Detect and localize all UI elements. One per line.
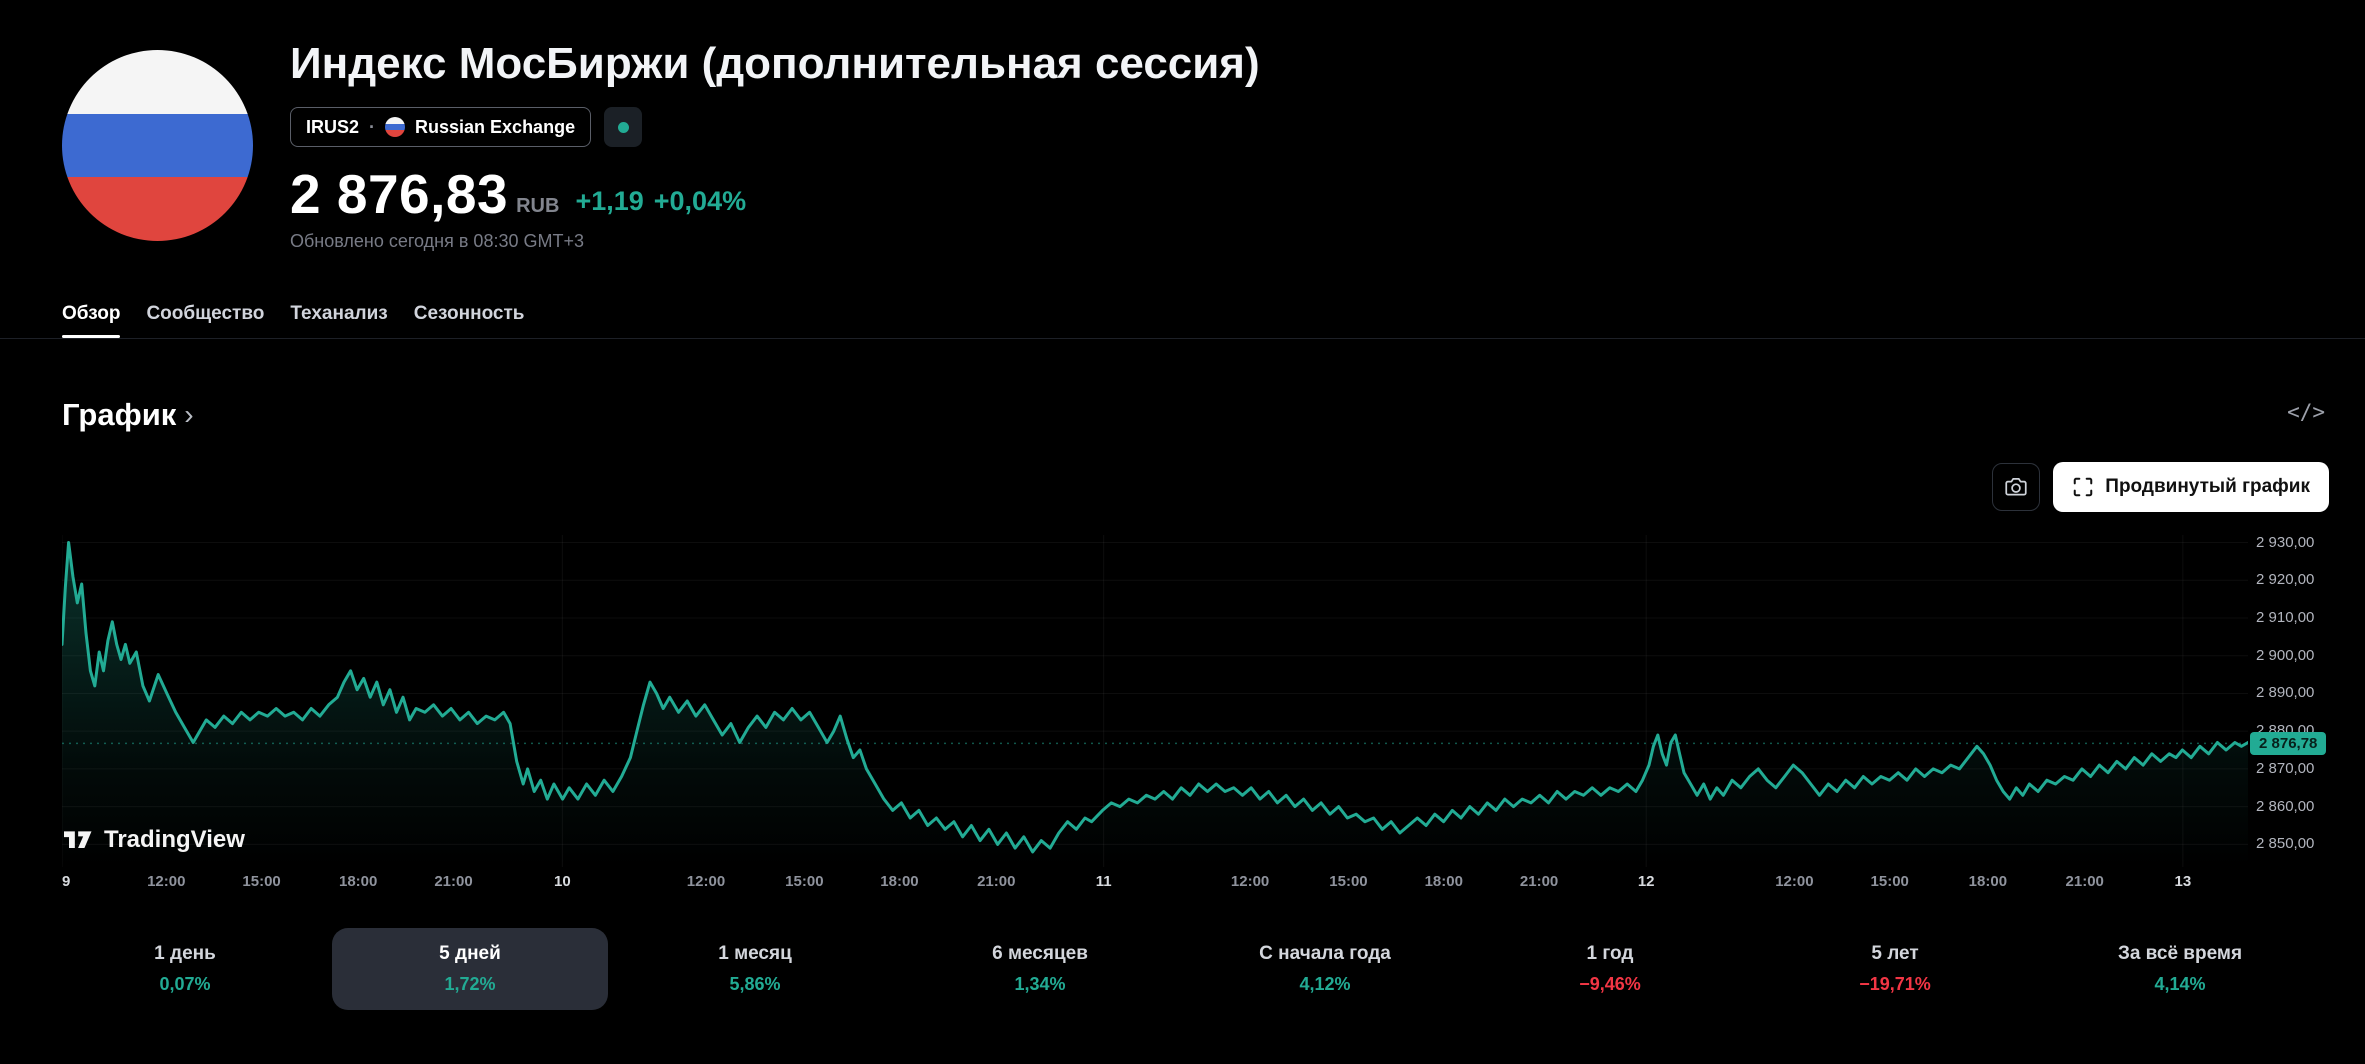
chart-section-link[interactable]: График ›	[62, 397, 194, 433]
time-scale-label: 18:00	[880, 873, 919, 890]
time-scale-label: 12:00	[147, 873, 186, 890]
tradingview-watermark-text: TradingView	[104, 826, 245, 853]
camera-icon	[2005, 478, 2027, 496]
flag-stripe-white	[62, 50, 253, 114]
flag-stripe-blue	[62, 113, 253, 178]
date-range-selector: 1 день 0,07% 5 дней 1,72% 1 месяц 5,86% …	[0, 928, 2365, 1010]
time-scale-label: 15:00	[785, 873, 824, 890]
time-scale-label: 21:00	[2065, 873, 2104, 890]
tab-technicals[interactable]: Теханализ	[290, 303, 388, 324]
period-1-day[interactable]: 1 день 0,07%	[47, 928, 323, 1010]
fullscreen-corners-icon	[2074, 477, 2093, 497]
time-scale-label: 10	[554, 873, 571, 890]
russia-flag-icon	[385, 117, 406, 137]
time-scale-label: 18:00	[339, 873, 378, 890]
time-scale-label: 21:00	[434, 873, 473, 890]
chart-toolbar: Продвинутый график	[1992, 462, 2329, 512]
period-5-days[interactable]: 5 дней 1,72%	[332, 928, 608, 1010]
time-scale-label: 18:00	[1968, 873, 2008, 890]
currency-label: RUB	[516, 195, 560, 217]
flag-stripe-red	[62, 177, 253, 241]
price-change: +1,19 +0,04%	[575, 186, 746, 222]
symbol-badge[interactable]: IRUS2 · Russian Exchange	[290, 107, 592, 147]
period-all-time[interactable]: За всё время 4,14%	[2042, 928, 2318, 1010]
price-scale-label: 2 900,00	[2256, 646, 2315, 664]
chart-section-title: График	[62, 397, 177, 432]
current-price: 2 876,83	[290, 163, 509, 225]
tabs-divider	[0, 338, 2365, 339]
time-scale-label: 18:00	[1424, 873, 1463, 890]
price-change-percent: +0,04%	[653, 186, 747, 216]
period-6-months[interactable]: 6 месяцев 1,34%	[902, 928, 1178, 1010]
symbol-logo-russia-flag	[62, 50, 253, 241]
period-1-year[interactable]: 1 год −9,46%	[1472, 928, 1748, 1010]
chevron-right-icon: ›	[184, 399, 194, 430]
exchange-name: Russian Exchange	[415, 116, 576, 137]
price-scale[interactable]: 2 930,00 2 920,00 2 910,00 2 900,00 2 890,00…	[2256, 533, 2364, 867]
period-1-month[interactable]: 1 месяц 5,86%	[617, 928, 893, 1010]
time-scale-label: 21:00	[977, 873, 1016, 890]
price-scale-label: 2 850,00	[2256, 835, 2315, 853]
time-scale-label: 13	[2174, 873, 2192, 890]
price-scale-label: 2 920,00	[2256, 571, 2315, 589]
period-5-years[interactable]: 5 лет −19,71%	[1757, 928, 2033, 1010]
tradingview-watermark[interactable]: TradingView	[64, 826, 245, 854]
tab-overview[interactable]: Обзор	[62, 303, 121, 338]
time-scale-label: 9	[62, 873, 71, 890]
time-scale-label: 12:00	[686, 873, 726, 890]
price-scale-label: 2 910,00	[2256, 609, 2315, 626]
time-scale-label: 15:00	[242, 873, 281, 890]
separator-dot: ·	[369, 116, 376, 137]
symbol-row: IRUS2 · Russian Exchange	[290, 107, 643, 147]
advanced-chart-button[interactable]: Продвинутый график	[2053, 462, 2329, 512]
price-scale-label: 2 890,00	[2256, 684, 2315, 702]
snapshot-camera-button[interactable]	[1992, 463, 2041, 511]
time-scale-label: 21:00	[1519, 873, 1559, 890]
price-change-absolute: +1,19	[575, 186, 644, 216]
page-title: Индекс МосБиржи (дополнительная сессия)	[290, 39, 1260, 88]
price-scale-label: 2 930,00	[2256, 533, 2315, 551]
time-scale-label: 12:00	[1775, 873, 1814, 890]
price-row: 2 876,83 RUB +1,19 +0,04%	[290, 167, 746, 222]
area-fill	[62, 542, 2248, 867]
time-scale-label: 15:00	[1329, 873, 1368, 890]
period-ytd[interactable]: С начала года 4,12%	[1187, 928, 1463, 1010]
price-scale-label: 2 860,00	[2256, 797, 2315, 815]
tradingview-logo-icon	[64, 830, 92, 848]
time-scale-label: 15:00	[1870, 873, 1909, 890]
time-scale-label: 11	[1095, 873, 1112, 890]
price-line-chart[interactable]	[60, 535, 2250, 867]
time-scale-label: 12:00	[1230, 873, 1270, 890]
time-scale-label: 12	[1637, 873, 1655, 890]
price-line	[60, 541, 2250, 854]
time-scale[interactable]: 9 12:00 15:00 18:00 21:00 10 12:00 15:00 18:00 21…	[62, 873, 2248, 895]
symbol-ticker: IRUS2	[306, 116, 360, 137]
section-tabs: Обзор Сообщество Теханализ Сезонность	[62, 303, 524, 338]
last-price-label: 2 876,78	[2250, 732, 2327, 756]
tab-community[interactable]: Сообщество	[146, 303, 265, 324]
tab-seasonality[interactable]: Сезонность	[413, 303, 525, 324]
market-status-button[interactable]	[604, 107, 643, 147]
embed-code-icon[interactable]: </>	[2287, 400, 2325, 424]
last-updated-text: Обновлено сегодня в 08:30 GMT+3	[290, 231, 584, 251]
price-scale-label: 2 870,00	[2256, 759, 2315, 777]
advanced-chart-label: Продвинутый график	[2105, 476, 2310, 497]
market-open-dot-icon	[617, 121, 629, 133]
